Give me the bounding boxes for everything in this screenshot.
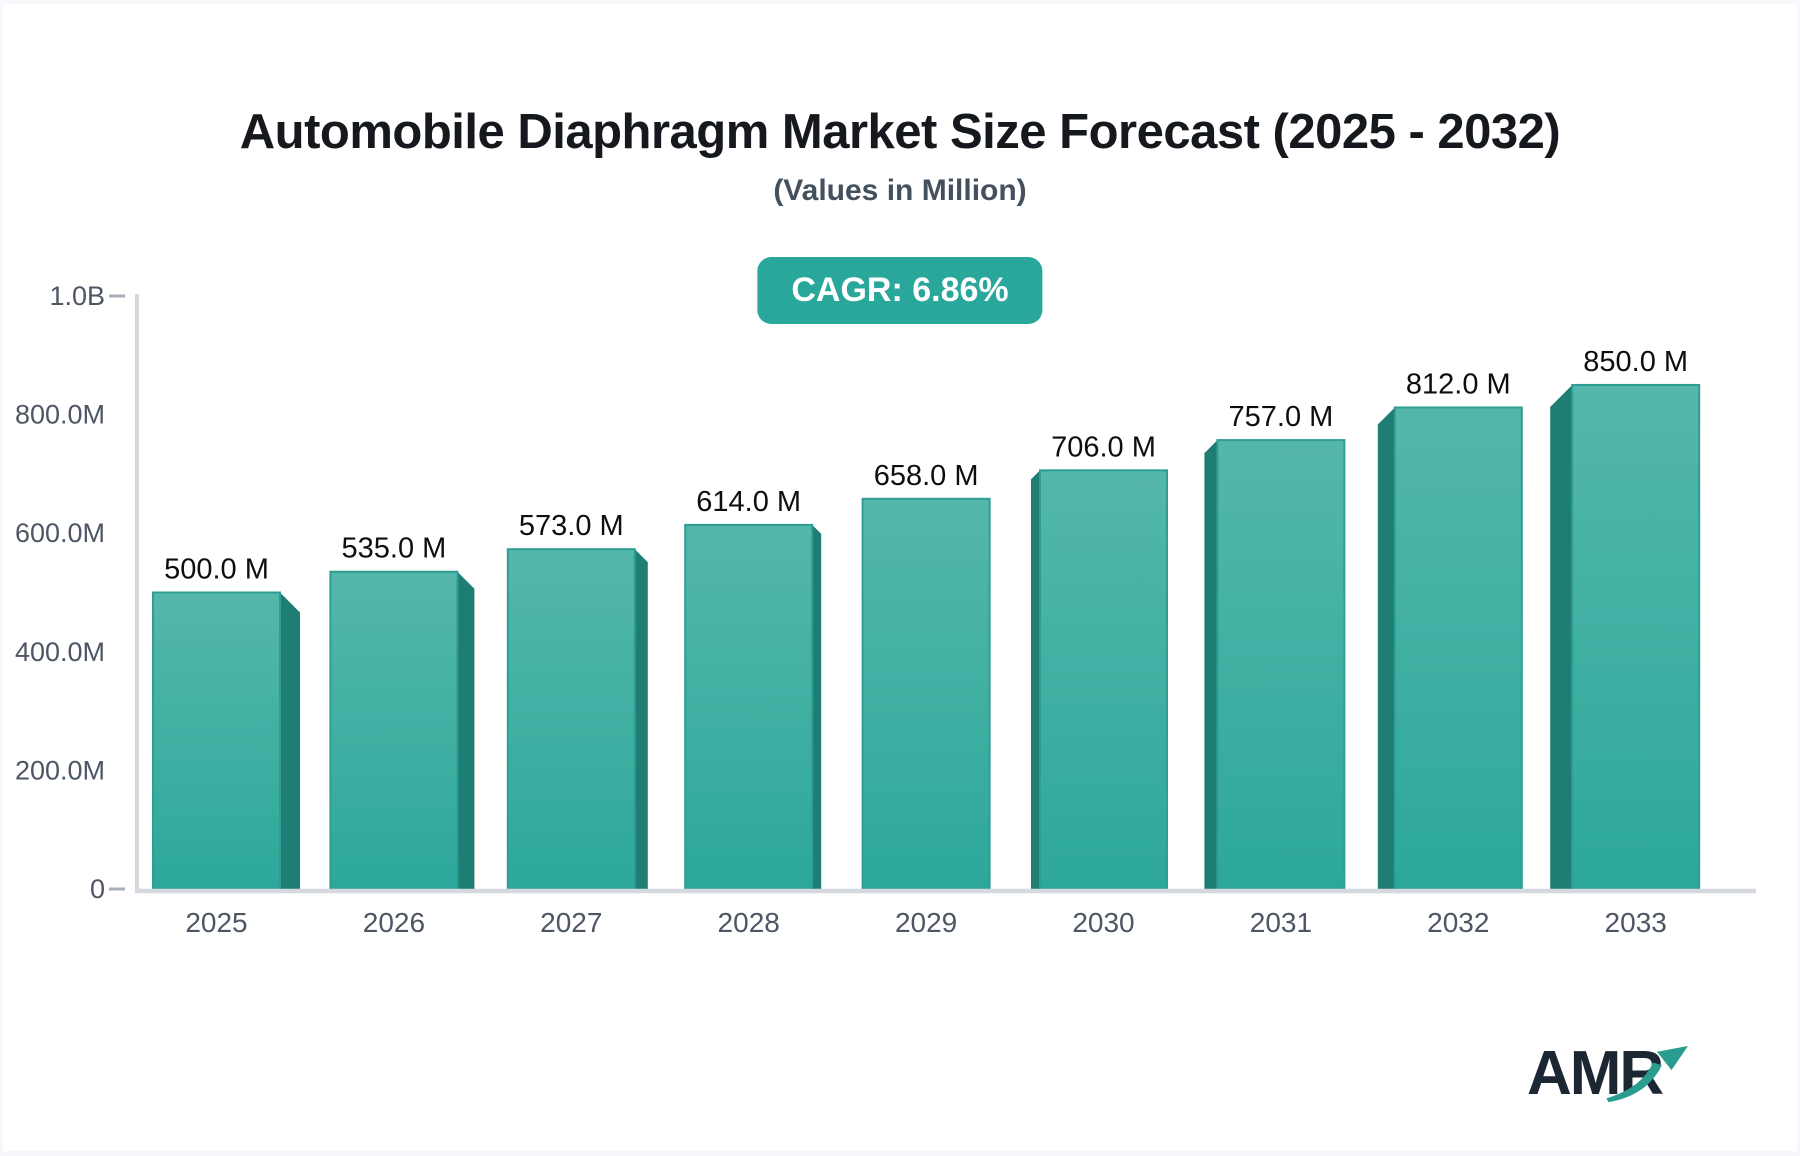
bar-side-2030: [1031, 470, 1040, 889]
x-axis-label-2027: 2027: [540, 907, 602, 938]
bar-side-2026: [457, 571, 475, 889]
bar-2031: [1216, 439, 1346, 890]
x-axis-label-2030: 2030: [1072, 907, 1134, 938]
chart-title: Automobile Diaphragm Market Size Forecas…: [239, 105, 1561, 159]
bar-2025: [152, 591, 281, 890]
cagr-badge: CAGR: 6.86%: [757, 257, 1043, 324]
bar-value-label-2033: 850.0 M: [1583, 346, 1688, 378]
bar-value-label-2030: 706.0 M: [1051, 431, 1156, 463]
bar-value-label-2031: 757.0 M: [1229, 401, 1334, 433]
bar-2028: [684, 523, 814, 890]
y-axis-label-200.0M: 200.0M: [15, 755, 105, 785]
bar-side-2032: [1377, 407, 1395, 889]
bar-side-2031: [1204, 440, 1218, 889]
x-axis-label-2029: 2029: [895, 907, 957, 938]
bar-2033: [1571, 383, 1701, 890]
bar-value-label-2027: 573.0 M: [519, 510, 624, 542]
bar-2032: [1393, 406, 1523, 890]
growth-arrow-icon: [1606, 1045, 1688, 1103]
bar-value-label-2029: 658.0 M: [874, 460, 979, 492]
amr-logo: AMR: [1527, 1038, 1712, 1108]
bar-chart: 0 200.0M 400.0M 600.0M 800.0M 1.0B 500.0 M 2025…: [15, 281, 1756, 938]
y-axis-label-800.0M: 800.0M: [15, 400, 105, 430]
chart-subtitle: (Values in Million): [773, 174, 1027, 207]
amr-logo-text: AMR: [1527, 1039, 1664, 1108]
x-axis-label-2033: 2033: [1605, 907, 1667, 938]
bar-side-2028: [812, 524, 822, 889]
chart-card: Automobile Diaphragm Market Size Forecas…: [3, 4, 1797, 1151]
y-axis-label-600.0M: 600.0M: [15, 518, 105, 548]
bar-side-2033: [1550, 384, 1573, 889]
x-axis-label-2032: 2032: [1427, 907, 1489, 938]
y-axis-label-1.0B: 1.0B: [49, 281, 105, 311]
bar-side-2027: [634, 549, 648, 889]
x-axis-label-2026: 2026: [363, 907, 425, 938]
bar-2027: [506, 548, 636, 890]
bar-2026: [329, 570, 459, 890]
bar-2030: [1039, 469, 1168, 890]
bar-value-label-2032: 812.0 M: [1406, 368, 1511, 400]
x-axis-label-2028: 2028: [718, 907, 780, 938]
bar-side-2025: [280, 592, 300, 889]
bar-2029: [861, 497, 991, 890]
x-axis-label-2025: 2025: [185, 907, 247, 938]
y-axis-label-0: 0: [90, 874, 105, 904]
bar-value-label-2026: 535.0 M: [342, 533, 447, 565]
bar-value-label-2025: 500.0 M: [164, 554, 269, 586]
y-axis-label-400.0M: 400.0M: [15, 637, 105, 667]
x-axis-label-2031: 2031: [1250, 907, 1312, 938]
bar-value-label-2028: 614.0 M: [696, 486, 801, 518]
